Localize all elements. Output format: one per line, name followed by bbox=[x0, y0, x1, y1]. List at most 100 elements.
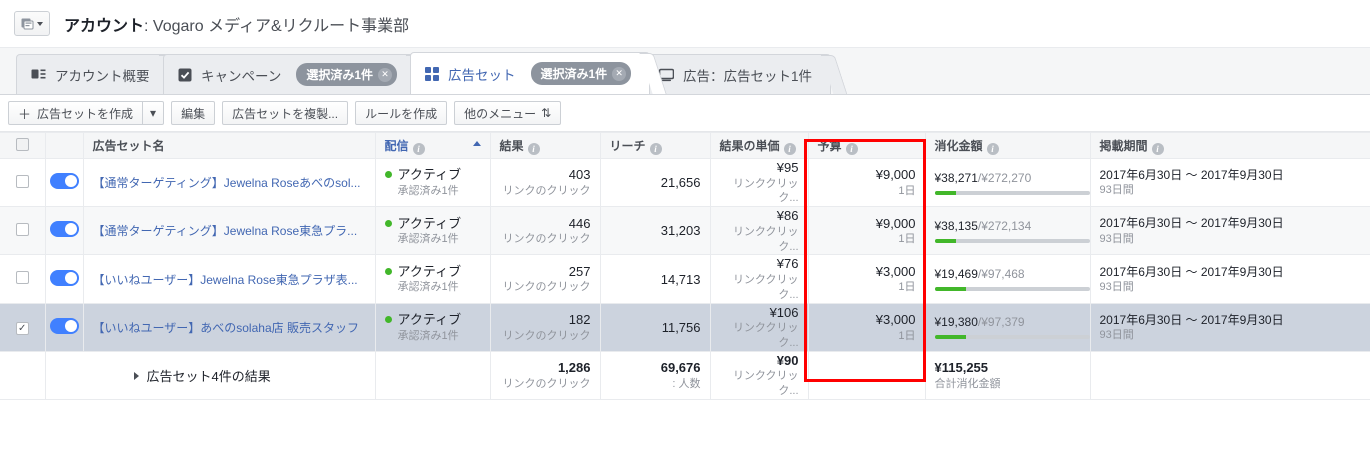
column-header-reach[interactable]: リーチ i bbox=[600, 132, 711, 159]
totals-amount-spent-cell: ¥115,255 合計消化金額 bbox=[925, 351, 1091, 401]
amount-spent-total: /¥97,379 bbox=[977, 315, 1025, 330]
column-header-schedule[interactable]: 掲載期間 i bbox=[1090, 132, 1370, 159]
adset-name-link[interactable]: 【通常ターゲティング】Jewelna Rose東急プラ... bbox=[92, 224, 358, 239]
row-select-cell[interactable] bbox=[0, 158, 46, 208]
results-value: 182 bbox=[568, 312, 591, 328]
close-icon[interactable]: ✕ bbox=[611, 66, 626, 81]
delivery-cell: アクティブ 承認済み1件 bbox=[375, 158, 491, 208]
edit-button[interactable]: 編集 bbox=[171, 101, 216, 125]
column-header-delivery[interactable]: 配信 i bbox=[375, 132, 491, 159]
amount-spent-value: ¥38,135 bbox=[934, 218, 978, 233]
totals-results-cell: 1,286 リンクのクリック bbox=[490, 351, 601, 401]
select-all-header[interactable] bbox=[0, 132, 46, 159]
row-checkbox[interactable] bbox=[15, 222, 29, 236]
table-row[interactable]: ✓ 【いいねユーザー】あべのsolaha店 販売スタッフ アクティブ 承認済み1… bbox=[0, 303, 1370, 352]
create-adset-split-button[interactable]: ＋ 広告セットを作成 ▾ bbox=[8, 101, 165, 125]
row-toggle-cell[interactable] bbox=[45, 158, 84, 208]
info-icon[interactable]: i bbox=[845, 142, 858, 155]
info-icon[interactable]: i bbox=[986, 142, 999, 155]
info-icon[interactable]: i bbox=[412, 142, 425, 155]
adset-name-cell[interactable]: 【通常ターゲティング】Jewelna Roseあべのsol... bbox=[83, 158, 376, 208]
adset-status-toggle[interactable] bbox=[49, 269, 79, 286]
row-toggle-cell[interactable] bbox=[45, 303, 84, 352]
close-icon[interactable]: ✕ bbox=[377, 67, 392, 82]
duplicate-adset-button[interactable]: 広告セットを複製... bbox=[222, 101, 349, 125]
adset-name-link[interactable]: 【通常ターゲティング】Jewelna Roseあべのsol... bbox=[92, 176, 361, 191]
adset-name-cell[interactable]: 【いいねユーザー】あべのsolaha店 販売スタッフ bbox=[83, 303, 376, 352]
budget-cell[interactable]: ¥3,000 1日 bbox=[808, 303, 926, 352]
row-toggle-cell[interactable] bbox=[45, 254, 84, 304]
info-icon[interactable]: i bbox=[783, 142, 796, 155]
totals-delivery-cell bbox=[375, 351, 491, 401]
column-header-results[interactable]: 結果 i bbox=[490, 132, 601, 159]
cost-per-result-label: リンククリック... bbox=[732, 225, 799, 253]
cost-per-result-value: ¥76 bbox=[776, 256, 799, 272]
tab-campaigns[interactable]: キャンペーン 選択済み1件 ✕ bbox=[162, 54, 432, 94]
tab-adsets[interactable]: 広告セット 選択済み1件 ✕ bbox=[409, 52, 667, 94]
table-row[interactable]: 【いいねユーザー】Jewelna Rose東急プラザ表... アクティブ 承認済… bbox=[0, 254, 1370, 304]
adset-name-cell[interactable]: 【いいねユーザー】Jewelna Rose東急プラザ表... bbox=[83, 254, 376, 304]
table-row[interactable]: 【通常ターゲティング】Jewelna Roseあべのsol... アクティブ 承… bbox=[0, 158, 1370, 208]
tab-ads[interactable]: 広告：広告セット1件 bbox=[643, 54, 848, 94]
select-all-checkbox[interactable] bbox=[15, 137, 29, 151]
expand-triangle-icon[interactable] bbox=[133, 372, 139, 381]
column-header-name[interactable]: 広告セット名 bbox=[83, 132, 376, 159]
delivery-status: アクティブ bbox=[397, 263, 462, 279]
reach-value: 11,756 bbox=[661, 319, 701, 335]
delivery-substatus: 承認済み1件 bbox=[397, 281, 459, 294]
campaigns-selected-pill[interactable]: 選択済み1件 ✕ bbox=[295, 63, 397, 86]
info-icon[interactable]: i bbox=[1151, 142, 1164, 155]
totals-cost-per-result-value: ¥90 bbox=[776, 352, 799, 368]
results-cell: 446 リンクのクリック bbox=[490, 206, 601, 256]
schedule-cell: 2017年6月30日 〜 2017年9月30日 93日間 bbox=[1090, 206, 1370, 256]
create-rule-button[interactable]: ルールを作成 bbox=[355, 101, 448, 125]
info-icon[interactable]: i bbox=[527, 142, 540, 155]
row-select-cell[interactable] bbox=[0, 206, 46, 256]
reach-cell: 11,756 bbox=[600, 303, 711, 352]
status-dot-icon bbox=[384, 219, 392, 227]
table-row[interactable]: 【通常ターゲティング】Jewelna Rose東急プラ... アクティブ 承認済… bbox=[0, 206, 1370, 256]
create-adset-dropdown-button[interactable]: ▾ bbox=[143, 101, 165, 125]
totals-label-cell[interactable]: 広告セット4件の結果 bbox=[45, 351, 376, 401]
updown-arrows-icon: ⇅ bbox=[541, 106, 552, 120]
tab-account-overview[interactable]: アカウント概要 bbox=[16, 54, 185, 94]
amount-spent-total: /¥272,134 bbox=[977, 218, 1032, 233]
cost-per-result-value: ¥86 bbox=[776, 208, 799, 224]
column-header-budget[interactable]: 予算 i bbox=[808, 132, 926, 159]
create-adset-button[interactable]: ＋ 広告セットを作成 bbox=[8, 101, 144, 125]
schedule-cell: 2017年6月30日 〜 2017年9月30日 93日間 bbox=[1090, 254, 1370, 304]
row-checkbox[interactable]: ✓ bbox=[15, 321, 29, 335]
budget-cell[interactable]: ¥9,000 1日 bbox=[808, 158, 926, 208]
cost-per-result-label: リンククリック... bbox=[732, 274, 799, 301]
adset-status-toggle[interactable] bbox=[49, 317, 79, 334]
row-select-cell[interactable] bbox=[0, 254, 46, 304]
row-checkbox[interactable] bbox=[15, 174, 29, 188]
adset-name-cell[interactable]: 【通常ターゲティング】Jewelna Rose東急プラ... bbox=[83, 206, 376, 256]
adset-name-link[interactable]: 【いいねユーザー】Jewelna Rose東急プラザ表... bbox=[92, 272, 358, 287]
account-pages-icon bbox=[21, 17, 34, 30]
amount-spent-cell: ¥38,135/¥272,134 bbox=[925, 206, 1091, 256]
row-select-cell[interactable]: ✓ bbox=[0, 303, 46, 352]
adset-status-toggle[interactable] bbox=[49, 221, 79, 238]
column-header-cost-per-result-label: 結果の単価 bbox=[719, 138, 780, 153]
reach-cell: 14,713 bbox=[600, 254, 711, 304]
adsets-selected-pill[interactable]: 選択済み1件 ✕ bbox=[530, 62, 631, 85]
adset-name-link[interactable]: 【いいねユーザー】あべのsolaha店 販売スタッフ bbox=[92, 320, 359, 335]
adset-status-toggle[interactable] bbox=[49, 173, 79, 190]
results-value: 403 bbox=[568, 167, 591, 183]
budget-cell[interactable]: ¥9,000 1日 bbox=[808, 206, 926, 256]
info-icon[interactable]: i bbox=[649, 142, 662, 155]
more-menu-button[interactable]: 他のメニュー ⇅ bbox=[454, 101, 562, 125]
account-switcher-button[interactable] bbox=[14, 11, 50, 36]
row-toggle-cell[interactable] bbox=[45, 206, 84, 256]
totals-label: 広告セット4件の結果 bbox=[146, 369, 271, 385]
column-header-amount-spent[interactable]: 消化金額 i bbox=[925, 132, 1091, 159]
budget-cell[interactable]: ¥3,000 1日 bbox=[808, 254, 926, 304]
column-header-cost-per-result[interactable]: 結果の単価 i bbox=[710, 132, 809, 159]
row-checkbox[interactable] bbox=[15, 271, 29, 285]
totals-amount-spent-label: 合計消化金額 bbox=[934, 377, 1001, 390]
schedule-days: 93日間 bbox=[1099, 280, 1134, 293]
delivery-status: アクティブ bbox=[397, 167, 462, 183]
reach-value: 14,713 bbox=[660, 271, 701, 287]
status-dot-icon bbox=[384, 316, 392, 324]
